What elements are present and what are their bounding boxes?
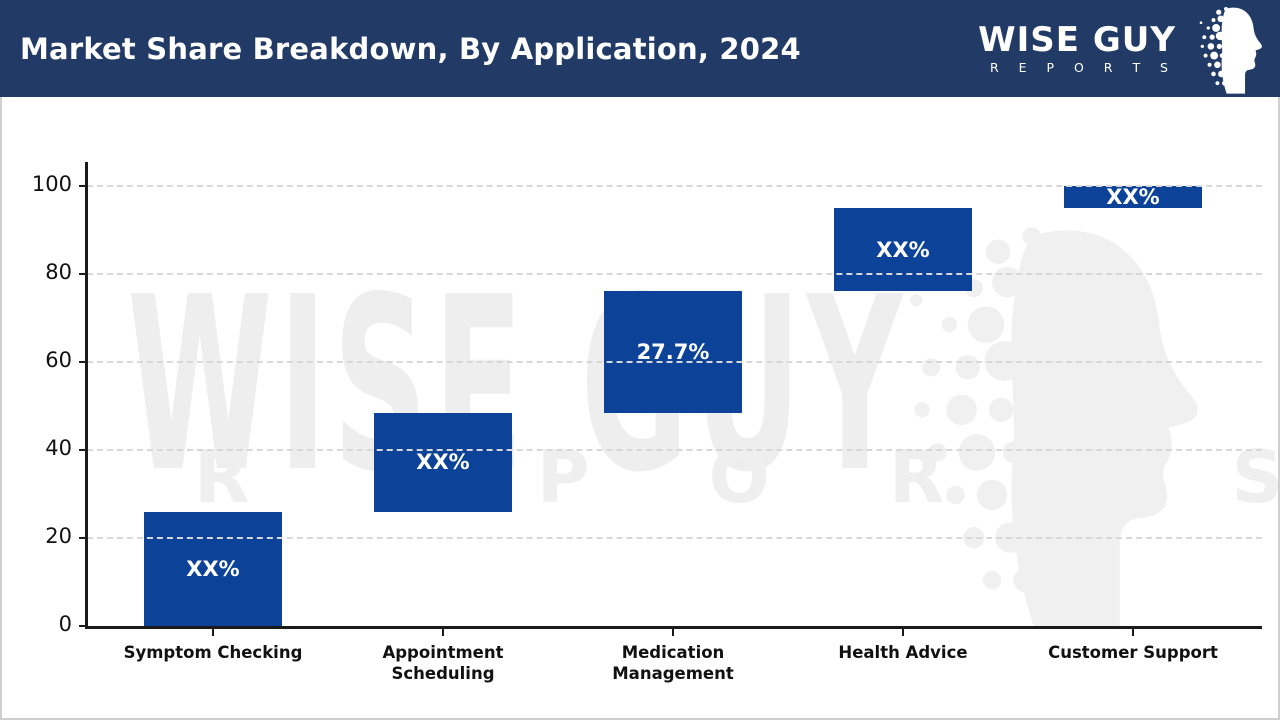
y-tick-mark [79,185,87,187]
bar-segment: 27.7% [604,291,742,414]
bar-value-label: XX% [876,237,930,262]
x-tick-label: Medication Management [612,643,734,684]
y-gridline [87,537,1262,539]
bar-value-label: XX% [1106,185,1160,210]
x-tick-label: Customer Support [1048,643,1218,662]
y-tick-label: 40 [45,436,72,460]
x-tick-mark [212,628,214,636]
x-tick-mark [442,628,444,636]
bar-value-label: XX% [416,450,470,475]
y-gridline [87,449,1262,451]
y-tick-label: 60 [45,348,72,372]
y-gridline [87,185,1262,187]
x-tick-mark [902,628,904,636]
y-tick-label: 100 [31,172,72,196]
y-tick-mark [79,361,87,363]
page-title: Market Share Breakdown, By Application, … [20,31,801,66]
logo-subtext: R E P O R T S [989,59,1176,75]
bar-value-label: XX% [186,556,240,581]
y-axis-spine [85,162,88,629]
bar-segment: XX% [374,413,512,512]
chart-panel: WISE GUY R E P O R T S 0 20 40 60 80 100 XX% XX… [0,97,1280,720]
bar-segment: XX% [144,511,282,626]
y-tick-mark [79,449,87,451]
y-gridline [87,273,1262,275]
logo-wordmark: WISE GUY [978,19,1176,60]
y-tick-mark [79,625,87,627]
x-tick-label: Symptom Checking [123,643,303,662]
watermark-subtext: R E P O R T S [194,435,1280,519]
y-tick-label: 80 [45,260,72,284]
y-tick-label: 20 [45,524,72,548]
wiseguy-logo: WISE GUY R E P O R T S [978,3,1270,95]
bar-segment: XX% [1064,185,1202,210]
header: Market Share Breakdown, By Application, … [0,0,1280,97]
x-tick-mark [672,628,674,636]
bar-value-label: 27.7% [636,340,710,365]
bar-segment: XX% [834,208,972,292]
dotted-face-icon [1199,6,1262,94]
x-tick-label: Health Advice [838,643,968,662]
y-gridline [87,361,1262,363]
y-tick-mark [79,537,87,539]
y-tick-mark [79,273,87,275]
x-axis-spine [85,626,1262,629]
y-tick-label: 0 [58,612,72,636]
x-tick-mark [1132,628,1134,636]
watermark-wordmark: WISE GUY [127,245,909,525]
x-tick-label: Appointment Scheduling [382,643,504,684]
